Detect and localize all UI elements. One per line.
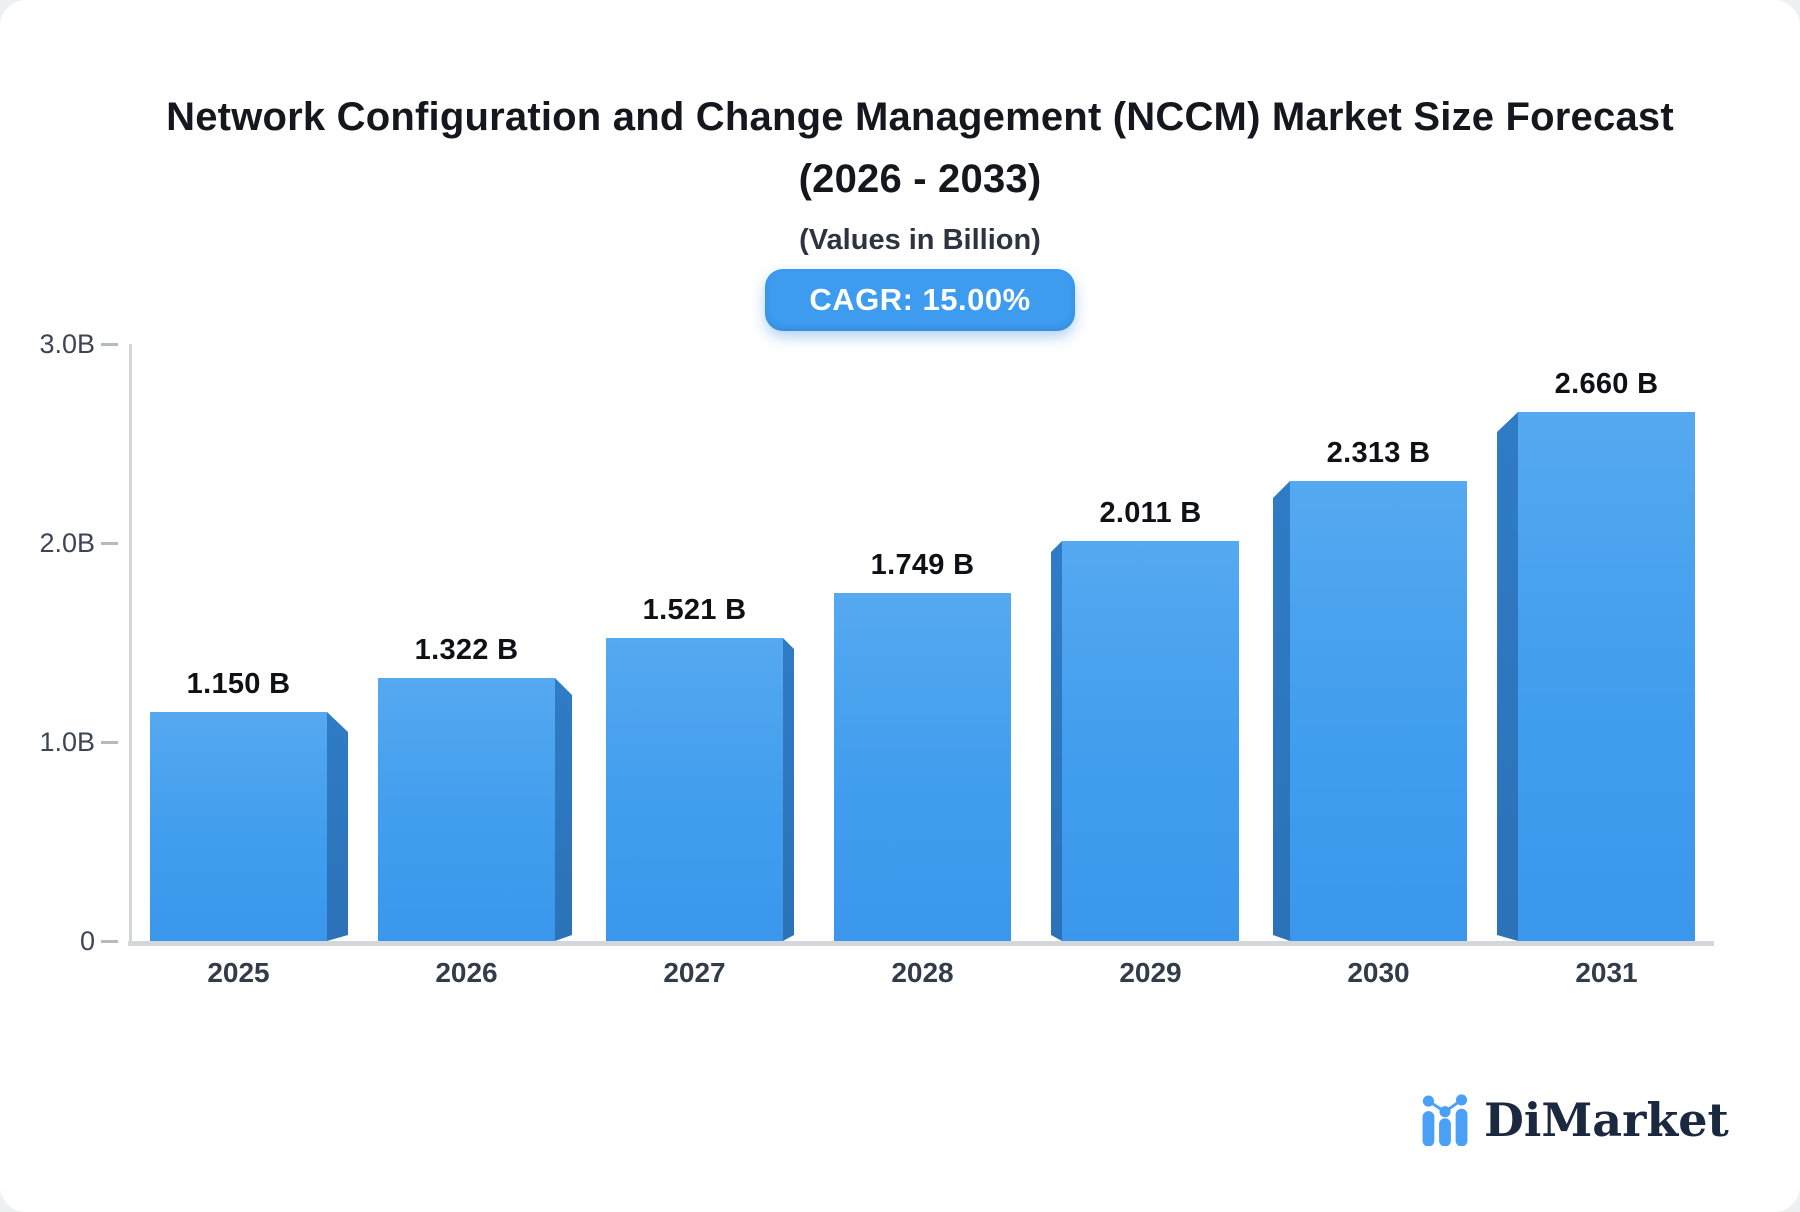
bar-value-label: 1.322 B bbox=[414, 634, 519, 666]
cagr-badge: CAGR: 15.00% bbox=[765, 269, 1075, 331]
bar-chart-logo-icon bbox=[1422, 1094, 1468, 1146]
bar-value-label: 2.011 B bbox=[1099, 497, 1202, 529]
bar-value-label: 2.313 B bbox=[1326, 437, 1431, 469]
x-axis-label: 2029 bbox=[1119, 957, 1182, 988]
bar-3d-side bbox=[1273, 481, 1290, 941]
x-axis-baseline bbox=[128, 941, 1714, 946]
bar-2031[interactable] bbox=[1518, 412, 1695, 941]
y-axis-tick bbox=[101, 343, 118, 346]
chart-title-line1: Network Configuration and Change Managem… bbox=[166, 95, 1674, 139]
bar-value-label: 2.660 B bbox=[1554, 368, 1659, 400]
bar-2025[interactable] bbox=[150, 712, 327, 941]
bar-value-label: 1.150 B bbox=[186, 668, 291, 700]
chart-subtitle: (Values in Billion) bbox=[799, 224, 1041, 256]
bar-3d-side bbox=[327, 712, 348, 941]
x-axis-label: 2031 bbox=[1575, 957, 1638, 988]
bar-2027[interactable] bbox=[606, 638, 783, 941]
y-axis-tick-label: 1.0B bbox=[39, 727, 95, 757]
bar-2029[interactable] bbox=[1062, 541, 1239, 941]
dimarket-logo: DiMarket bbox=[1420, 1094, 1729, 1146]
x-axis-label: 2027 bbox=[663, 957, 726, 988]
bar-value-label: 1.521 B bbox=[642, 594, 747, 626]
bar-2030[interactable] bbox=[1290, 481, 1467, 941]
y-axis-tick bbox=[101, 940, 118, 943]
x-axis-label: 2028 bbox=[891, 957, 954, 988]
chart-title-line2: (2026 - 2033) bbox=[798, 157, 1042, 201]
x-axis-label: 2030 bbox=[1347, 957, 1410, 988]
x-axis-label: 2025 bbox=[207, 957, 270, 988]
y-axis-tick bbox=[101, 542, 118, 545]
x-axis-label: 2026 bbox=[435, 957, 498, 988]
bar-3d-side bbox=[783, 638, 794, 941]
y-axis-line bbox=[129, 344, 132, 944]
bar-2028[interactable] bbox=[834, 593, 1011, 941]
chart-title: Network Configuration and Change Managem… bbox=[40, 86, 1800, 210]
y-axis-tick-label: 0 bbox=[79, 926, 95, 956]
bar-3d-side bbox=[555, 678, 572, 941]
bar-3d-side bbox=[1051, 541, 1062, 941]
bar-3d-side bbox=[1497, 412, 1518, 941]
chart-header: Network Configuration and Change Managem… bbox=[40, 86, 1800, 331]
bar-value-label: 1.749 B bbox=[870, 549, 975, 581]
bar-2026[interactable] bbox=[378, 678, 555, 941]
y-axis-tick bbox=[101, 741, 118, 744]
y-axis-tick-label: 2.0B bbox=[39, 528, 95, 558]
logo-text: DiMarket bbox=[1484, 1093, 1729, 1147]
y-axis-tick-label: 3.0B bbox=[39, 329, 95, 359]
